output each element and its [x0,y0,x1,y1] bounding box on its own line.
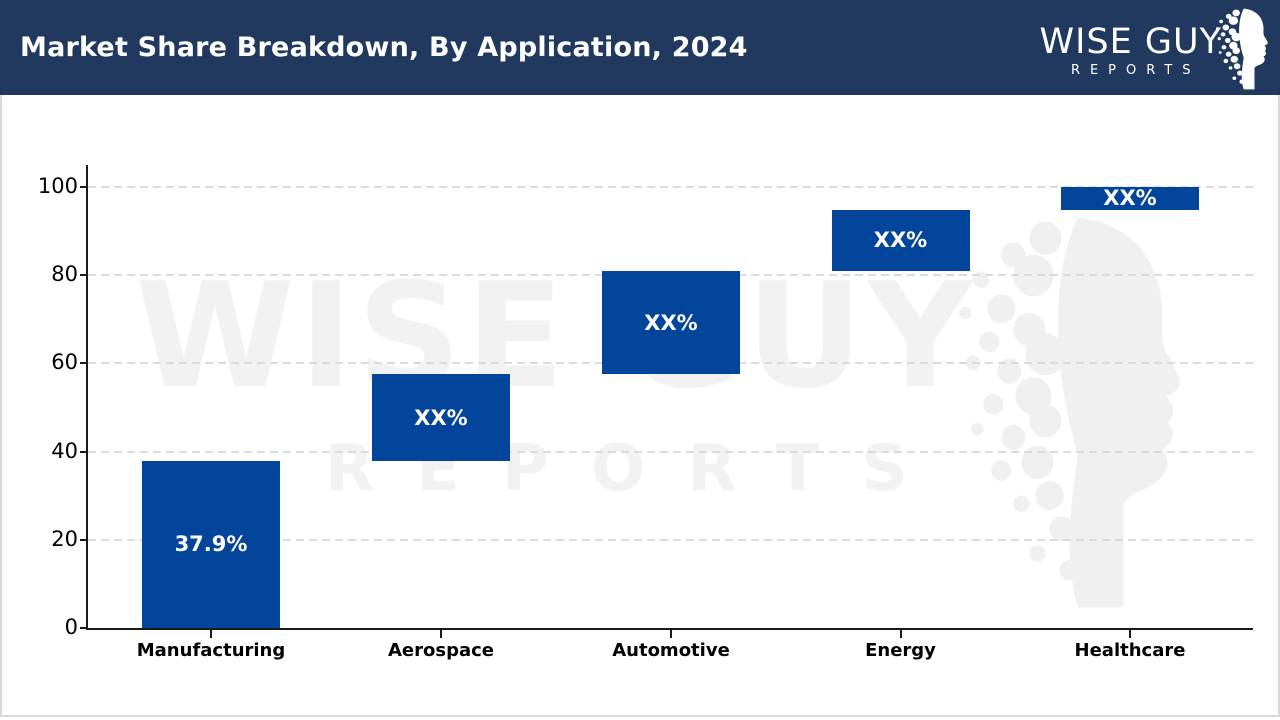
watermark-wordmark: WISE GUY [135,252,977,421]
y-axis-tick-label: 40 [51,438,78,463]
right-border [1278,95,1280,717]
logo-subtitle: REPORTS [1070,62,1201,78]
x-axis-category-label: Healthcare [1074,640,1186,661]
y-axis-tick-label: 0 [64,615,78,639]
x-axis-category-label: Automotive [612,640,730,661]
y-axis-tick-label: 100 [37,174,78,198]
bar-value-label: XX% [1103,186,1157,211]
logo-text: WISE GUY REPORTS [1039,24,1222,78]
y-axis-tick-mark [80,362,88,365]
page-title: Market Share Breakdown, By Application, … [20,32,748,63]
x-axis-tick-mark [210,630,212,638]
x-axis-tick-mark [440,630,442,638]
y-gridline [88,450,1253,453]
bar-value-label: XX% [873,228,928,253]
bar-manufacturing: 37.9% [142,460,280,628]
wise-guy-logo: WISE GUY REPORTS [1039,6,1270,96]
y-axis-tick-mark [80,186,88,188]
y-axis-tick-label: 20 [51,526,78,551]
bar-automotive: XX% [602,270,740,375]
bar-value-label: XX% [644,310,698,335]
x-axis-tick-mark [670,630,672,638]
y-gridline [88,186,1253,188]
y-axis-tick-mark [80,538,88,541]
x-axis-category-label: Energy [865,640,936,661]
x-axis-category-label: Manufacturing [136,640,286,661]
y-axis-tick-mark [80,274,88,277]
wise-guy-watermark-head-icon [925,205,1190,624]
y-axis-tick-mark [80,450,88,453]
bar-energy: XX% [831,209,970,271]
bottom-border [0,715,1280,717]
x-axis-line [86,628,1253,630]
y-axis-tick-label: 80 [51,262,78,287]
y-gridline [88,538,1253,541]
x-axis-tick-mark [1129,630,1131,638]
bar-value-label: XX% [414,405,468,430]
y-axis-line [86,165,88,630]
bar-aerospace: XX% [372,374,510,461]
y-axis-tick-label: 60 [51,350,78,375]
x-axis-category-label: Aerospace [387,640,494,661]
left-border [0,95,2,717]
wise-guy-head-icon [1208,6,1270,96]
header-bar: Market Share Breakdown, By Application, … [0,0,1280,95]
logo-wordmark: WISE GUY [1039,22,1222,63]
bar-healthcare: XX% [1061,186,1199,211]
x-axis-tick-mark [899,630,902,638]
y-axis-tick-mark [80,627,88,629]
bar-value-label: 37.9% [174,532,248,557]
